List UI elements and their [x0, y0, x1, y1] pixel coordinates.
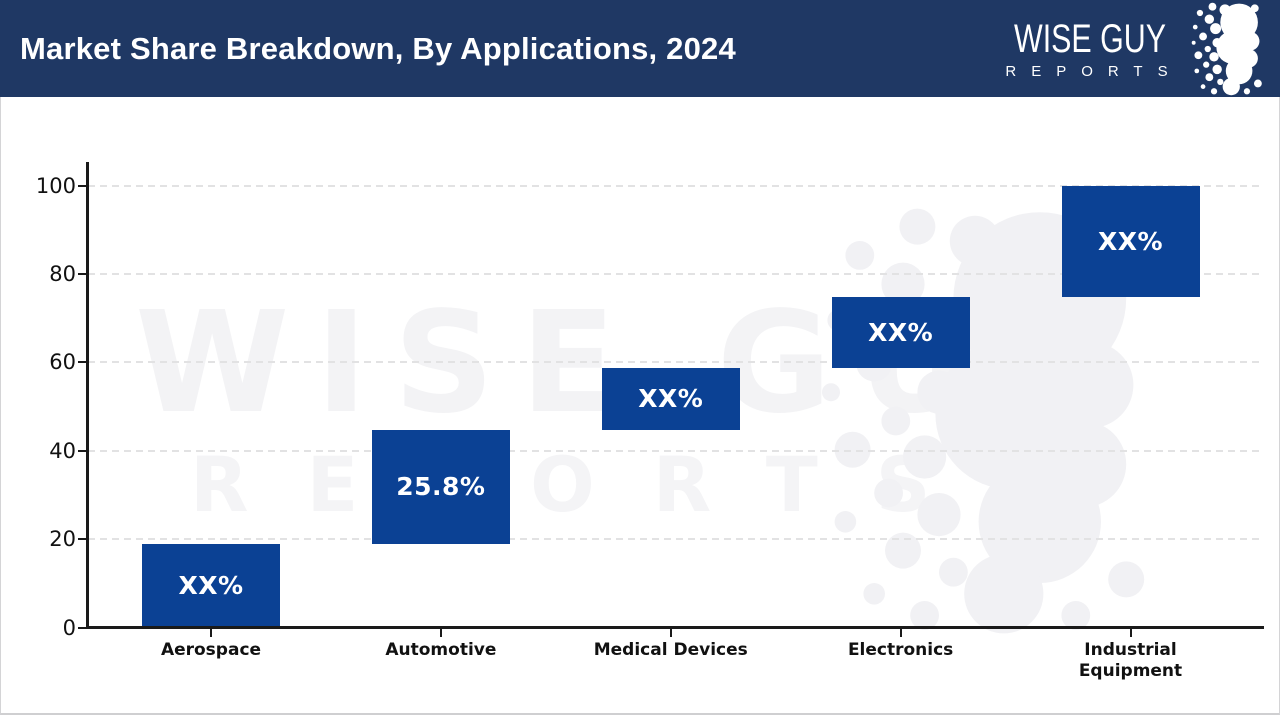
- y-axis: [86, 162, 89, 629]
- waterfall-bar: XX%: [142, 543, 280, 628]
- x-axis-category-label: Industrial Equipment: [1078, 640, 1183, 681]
- x-axis-tick: [669, 629, 672, 637]
- x-axis-tick: [210, 629, 212, 637]
- y-axis-tick: [78, 449, 87, 452]
- x-axis-category-label: Electronics: [847, 640, 954, 660]
- y-axis-tick: [78, 272, 87, 275]
- y-axis-tick-label: 20: [49, 527, 76, 552]
- x-axis-category-label: Aerospace: [160, 640, 262, 660]
- waterfall-bar: XX%: [601, 368, 740, 430]
- brand-logo-text: WISE GUY REPORTS: [990, 19, 1190, 79]
- bar-value-label: XX%: [178, 571, 244, 600]
- brand-logo: WISE GUY REPORTS: [990, 0, 1266, 97]
- x-axis-category-label: Medical Devices: [593, 640, 748, 660]
- y-axis-tick-label: 100: [35, 173, 76, 198]
- y-gridline: [88, 361, 1262, 364]
- watermark-text-line2: REPORTS: [190, 440, 989, 529]
- bar-value-label: XX%: [1097, 226, 1164, 256]
- y-axis-tick: [78, 361, 87, 364]
- y-gridline: [88, 184, 1262, 187]
- y-axis-tick-label: 40: [49, 438, 76, 463]
- y-axis-tick: [78, 184, 87, 187]
- bar-value-label: XX%: [638, 384, 704, 414]
- y-gridline: [88, 272, 1262, 275]
- waterfall-bar: XX%: [1061, 185, 1200, 297]
- y-axis-tick-label: 80: [49, 261, 76, 286]
- y-axis-tick-label: 60: [49, 350, 76, 375]
- waterfall-bar: 25.8%: [371, 429, 510, 544]
- x-axis-tick: [439, 629, 442, 637]
- brand-head-icon: [1184, 2, 1266, 96]
- x-axis-tick: [1129, 629, 1132, 637]
- brand-name: WISE GUY: [1013, 16, 1166, 61]
- waterfall-bar: XX%: [831, 296, 970, 369]
- y-axis-tick: [78, 538, 87, 541]
- y-gridline: [88, 449, 1262, 452]
- chart-header: Market Share Breakdown, By Applications,…: [0, 0, 1280, 97]
- y-axis-tick-label: 0: [62, 615, 76, 640]
- y-gridline: [88, 538, 1262, 541]
- x-axis: [86, 626, 1264, 629]
- bar-value-label: XX%: [868, 317, 934, 347]
- x-axis-tick: [899, 629, 902, 637]
- bar-value-label: 25.8%: [396, 472, 486, 502]
- y-axis-tick: [78, 626, 87, 629]
- chart-title: Market Share Breakdown, By Applications,…: [20, 30, 736, 66]
- brand-subtitle: REPORTS: [1005, 62, 1183, 80]
- x-axis-category-label: Automotive: [385, 640, 497, 660]
